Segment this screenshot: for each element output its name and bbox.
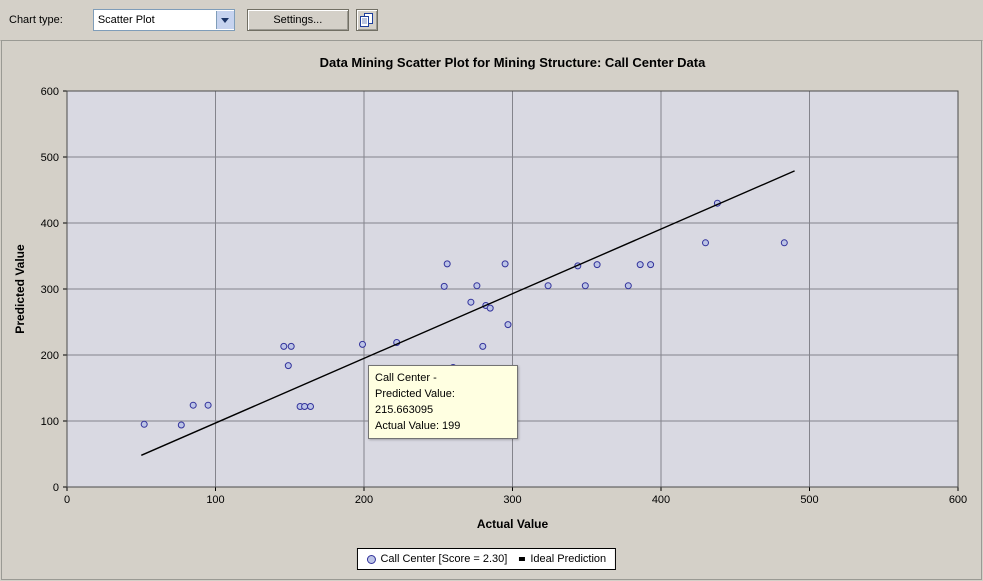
- legend-label-ideal-prediction: Ideal Prediction: [530, 553, 607, 565]
- data-point[interactable]: [544, 282, 552, 290]
- settings-button[interactable]: Settings...: [246, 9, 349, 31]
- data-point[interactable]: [624, 282, 632, 290]
- y-axis-label: Predicted Value: [13, 244, 27, 334]
- y-tick-label: 100: [41, 416, 59, 428]
- data-point[interactable]: [301, 403, 309, 410]
- y-tick-label: 400: [41, 218, 59, 230]
- data-point[interactable]: [581, 282, 589, 290]
- data-point[interactable]: [284, 362, 292, 370]
- chart-type-value: Scatter Plot: [97, 14, 155, 26]
- data-point[interactable]: [702, 239, 709, 247]
- legend-entry-ideal-prediction: Ideal Prediction: [519, 553, 606, 565]
- y-tick-label: 0: [53, 482, 59, 494]
- x-tick-label: 300: [503, 494, 521, 506]
- line-marker-icon: [519, 557, 526, 561]
- data-point[interactable]: [593, 261, 601, 269]
- x-tick-label: 500: [800, 494, 818, 506]
- tooltip-series: Call Center -: [375, 372, 437, 384]
- chevron-down-icon[interactable]: [215, 11, 234, 29]
- legend-entry-call-center: Call Center [Score = 2.30]: [366, 553, 507, 565]
- chart-title: Data Mining Scatter Plot for Mining Stru…: [320, 55, 706, 70]
- chart-type-dropdown[interactable]: Scatter Plot: [92, 9, 235, 31]
- data-point[interactable]: [636, 261, 644, 269]
- chart-region: 0 100 200 300 400 500 600 0 100 200 300 400 500 600 Da…: [1, 40, 982, 580]
- chart-legend: Call Center [Score = 2.30] Ideal Predict…: [356, 548, 617, 570]
- data-point-tooltip: Call Center - Predicted Value: 215.66309…: [368, 365, 518, 439]
- scatter-marker-icon: [366, 554, 376, 564]
- data-point[interactable]: [504, 321, 512, 329]
- toolbar: Chart type: Scatter Plot Settings...: [0, 0, 983, 41]
- data-point[interactable]: [647, 261, 655, 269]
- x-tick-label: 200: [355, 494, 373, 506]
- data-point[interactable]: [189, 401, 197, 409]
- y-tick-label: 300: [41, 284, 59, 296]
- x-tick-label: 0: [64, 494, 70, 506]
- x-axis-label: Actual Value: [477, 517, 549, 531]
- x-tick-label: 100: [206, 494, 224, 506]
- data-point[interactable]: [359, 340, 366, 348]
- plot-border: [66, 90, 959, 488]
- data-point[interactable]: [473, 282, 481, 290]
- y-tick-label: 200: [41, 350, 59, 362]
- data-point[interactable]: [479, 342, 487, 350]
- y-tick-label: 500: [41, 152, 59, 164]
- chart-type-label: Chart type:: [9, 14, 63, 26]
- data-point[interactable]: [486, 304, 494, 312]
- data-point[interactable]: [443, 260, 451, 268]
- tooltip-actual-value: Actual Value: 199: [375, 420, 461, 432]
- copy-button[interactable]: [355, 9, 378, 31]
- y-tick-label: 600: [41, 86, 59, 98]
- x-tick-label: 600: [949, 494, 967, 506]
- data-point[interactable]: [467, 298, 475, 306]
- data-point[interactable]: [140, 420, 148, 428]
- data-point[interactable]: [780, 239, 788, 247]
- data-point[interactable]: [440, 282, 448, 290]
- ideal-prediction-line: [141, 170, 795, 456]
- data-point[interactable]: [307, 403, 314, 410]
- data-point[interactable]: [287, 342, 295, 350]
- x-tick-label: 400: [652, 494, 670, 506]
- data-point[interactable]: [204, 401, 212, 409]
- scatter-chart: 0 100 200 300 400 500 600 0 100 200 300 400 500 600 Da…: [13, 55, 967, 531]
- data-point[interactable]: [280, 342, 288, 350]
- data-point[interactable]: [501, 260, 509, 268]
- tooltip-predicted-value: Predicted Value: 215.663095: [375, 388, 455, 416]
- data-point[interactable]: [177, 421, 185, 429]
- copy-icon: [360, 13, 374, 27]
- legend-label-call-center: Call Center [Score = 2.30]: [380, 553, 508, 565]
